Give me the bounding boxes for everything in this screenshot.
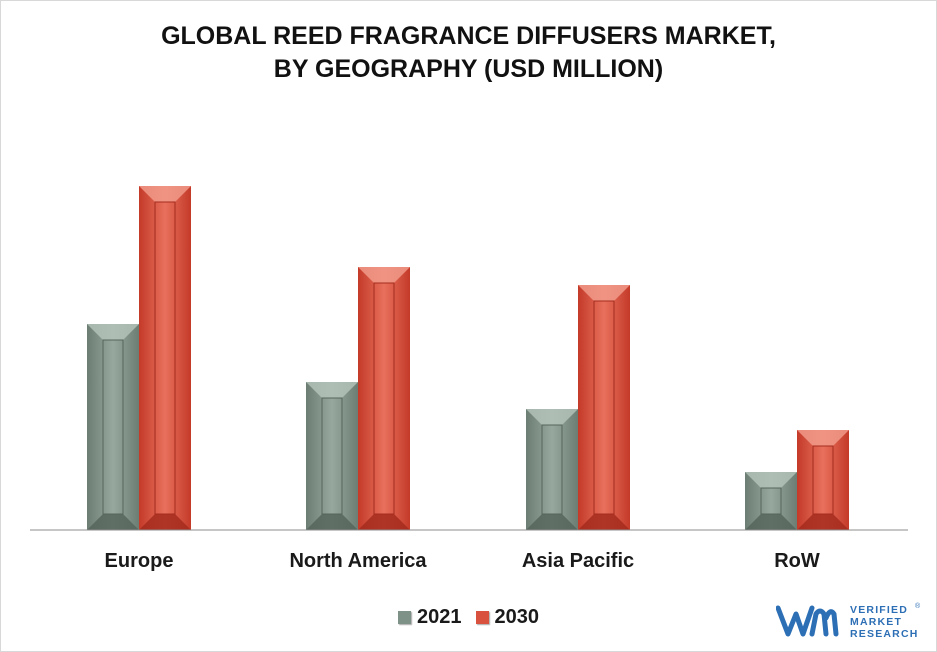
bar-europe-2030 — [139, 186, 191, 530]
bar-inner-asia-pacific-2021 — [541, 424, 563, 515]
bar-bevel-top-europe-2030 — [139, 186, 191, 202]
x-tick-label-north-america: North America — [289, 550, 427, 572]
chart-title-line-1: GLOBAL REED FRAGRANCE DIFFUSERS MARKET, — [161, 22, 776, 50]
bar-face-north-america-2030 — [358, 267, 410, 530]
legend-item-2021: 2021 — [398, 606, 462, 629]
bar-north-america-2030 — [358, 267, 410, 530]
bar-chart: Europe North America Asia Pacific RoW — [30, 186, 908, 572]
bar-inner-europe-2021 — [102, 339, 124, 515]
vmr-registered-mark: ® — [915, 602, 921, 610]
bar-face-europe-2030 — [139, 186, 191, 530]
x-tick-label-asia-pacific: Asia Pacific — [522, 550, 634, 572]
legend: 2021 2030 — [398, 606, 553, 629]
bar-row-2030 — [797, 430, 849, 530]
legend-swatch-2030 — [475, 611, 489, 624]
vmr-logo-line-3: RESEARCH — [850, 628, 919, 640]
bar-bevel-top-asia-pacific-2021 — [526, 409, 578, 425]
bar-bevel-top-north-america-2030 — [358, 267, 410, 283]
x-tick-label-row: RoW — [774, 550, 820, 572]
bar-face-asia-pacific-2030 — [578, 285, 630, 530]
bar-face-row-2030 — [797, 430, 849, 530]
bar-bevel-top-row-2021 — [745, 472, 797, 488]
bar-bevel-top-asia-pacific-2030 — [578, 285, 630, 301]
bar-face-asia-pacific-2021 — [526, 409, 578, 530]
bar-inner-north-america-2030 — [373, 282, 395, 515]
bar-face-europe-2021 — [87, 324, 139, 530]
bar-bevel-top-north-america-2021 — [306, 382, 358, 398]
vmr-logo: VERIFIED MARKET RESEARCH ® — [776, 602, 921, 640]
bar-asia-pacific-2030 — [578, 285, 630, 530]
bar-inner-row-2021 — [760, 487, 782, 515]
x-tick-label-europe: Europe — [105, 550, 174, 572]
bar-bevel-bottom-europe-2021 — [87, 514, 139, 530]
bar-bevel-bottom-asia-pacific-2030 — [578, 514, 630, 530]
bar-bevel-top-europe-2021 — [87, 324, 139, 340]
bar-bevel-bottom-row-2021 — [745, 514, 797, 530]
legend-label-2030: 2030 — [494, 606, 540, 628]
bar-bevel-bottom-row-2030 — [797, 514, 849, 530]
bar-bevel-bottom-asia-pacific-2021 — [526, 514, 578, 530]
bar-inner-asia-pacific-2030 — [593, 300, 615, 515]
chart-title-line-2: BY GEOGRAPHY (USD MILLION) — [273, 55, 664, 83]
chart-title: GLOBAL REED FRAGRANCE DIFFUSERS MARKET, … — [0, 20, 937, 86]
bar-inner-north-america-2021 — [321, 397, 343, 515]
bar-asia-pacific-2021 — [526, 409, 578, 530]
bar-inner-row-2030 — [812, 445, 834, 515]
bar-row-2021 — [745, 472, 797, 530]
legend-item-2030: 2030 — [475, 606, 540, 629]
vmr-logo-icon — [776, 605, 839, 637]
bar-europe-2021 — [87, 324, 139, 530]
vmr-logo-line-1: VERIFIED — [850, 604, 908, 616]
legend-label-2021: 2021 — [417, 606, 462, 628]
bar-bevel-top-row-2030 — [797, 430, 849, 446]
legend-swatch-2021 — [398, 611, 411, 624]
bar-face-north-america-2021 — [306, 382, 358, 530]
vmr-logo-line-2: MARKET — [850, 616, 902, 628]
bar-bevel-bottom-north-america-2021 — [306, 514, 358, 530]
bar-inner-europe-2030 — [154, 201, 176, 515]
bar-north-america-2021 — [306, 382, 358, 530]
bar-bevel-bottom-north-america-2030 — [358, 514, 410, 530]
bar-bevel-bottom-europe-2030 — [139, 514, 191, 530]
